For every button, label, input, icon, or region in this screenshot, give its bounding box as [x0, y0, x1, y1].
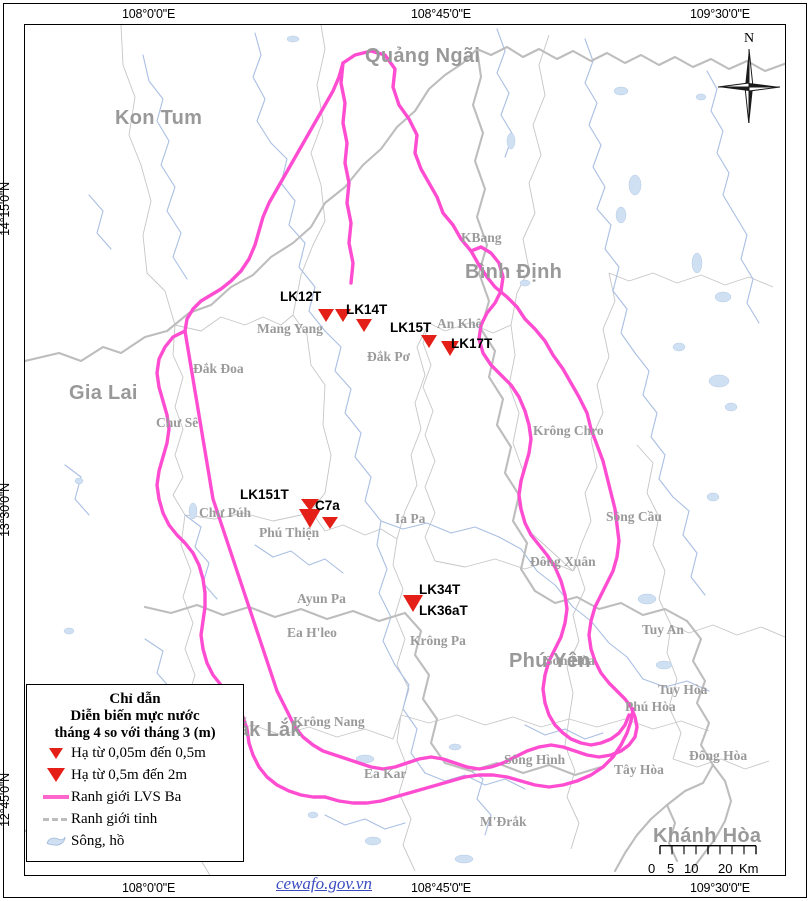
legend-label-large-decline: Hạ từ 0,5m đến 2m — [71, 766, 188, 783]
scale-bar-graphic — [659, 845, 757, 855]
station-marker-lk15t[interactable] — [421, 335, 437, 348]
graticule-bottom-1: 108°0'0"E — [122, 881, 176, 895]
compass-rose: N — [716, 31, 782, 126]
rivers — [64, 28, 760, 836]
triangle-down-small-icon — [41, 747, 71, 759]
legend-label-small-decline: Hạ từ 0,05m đến 0,5m — [71, 744, 206, 761]
scale-tick-20: 20 — [718, 861, 733, 876]
station-marker-c7a[interactable] — [322, 517, 338, 529]
scale-unit: Km — [739, 861, 759, 876]
station-marker-lk151t-b[interactable] — [299, 509, 321, 528]
province-boundaries — [25, 45, 785, 873]
scale-bar: 0 5 10 20 Km — [648, 843, 780, 876]
dashed-line-icon — [41, 817, 71, 821]
legend-item-small-decline: Hạ từ 0,05m đến 0,5m — [31, 742, 239, 764]
water-polygon-icon — [41, 835, 71, 847]
watermark-link[interactable]: cewafo.gov.vn — [276, 874, 372, 893]
pink-line-icon — [41, 795, 71, 799]
graticule-left-1: 14°15'0"N — [0, 182, 12, 236]
scale-bar-labels: 0 5 10 20 Km — [648, 861, 780, 876]
legend-item-province-boundary: Ranh giới tỉnh — [31, 808, 239, 830]
basin-boundary-south-coast — [323, 707, 635, 805]
graticule-bottom-3: 109°30'0"E — [690, 881, 750, 895]
graticule-left-3: 12°45'0"N — [0, 773, 12, 827]
triangle-down-large-icon — [41, 768, 71, 782]
scale-tick-10: 10 — [684, 861, 699, 876]
legend-label-province-boundary: Ranh giới tỉnh — [71, 810, 158, 827]
station-marker-lk151t[interactable] — [301, 499, 319, 511]
station-marker-lk14t[interactable] — [335, 309, 351, 322]
basin-boundary-lvs-ba — [183, 49, 639, 771]
station-marker-lk12t[interactable] — [318, 309, 334, 322]
legend-title-3: tháng 4 so với tháng 3 (m) — [54, 725, 216, 741]
legend-item-large-decline: Hạ từ 0,5m đến 2m — [31, 764, 239, 786]
compass-north-label: N — [743, 31, 755, 46]
station-marker-lk34t[interactable] — [403, 595, 423, 612]
legend-label-basin-boundary: Ranh giới LVS Ba — [71, 788, 182, 805]
graticule-left-2: 13°30'0"N — [0, 483, 12, 537]
scale-tick-0: 0 — [648, 861, 656, 876]
legend-box: Chỉ dẫn Diễn biến mực nước tháng 4 so vớ… — [26, 684, 244, 862]
legend-title-2: Diễn biến mực nước — [70, 708, 200, 724]
scale-tick-5: 5 — [667, 861, 675, 876]
graticule-top-3: 109°30'0"E — [690, 7, 750, 21]
graticule-top-2: 108°45'0"E — [411, 7, 471, 21]
legend-title-1: Chỉ dẫn — [109, 691, 161, 707]
basin-boundary-west-flank — [155, 329, 327, 799]
legend-item-water: Sông, hồ — [31, 830, 239, 852]
legend-label-water: Sông, hồ — [71, 832, 125, 849]
graticule-bottom-2: 108°45'0"E — [411, 881, 471, 895]
district-boundaries — [120, 25, 785, 875]
map-outer-frame — [3, 3, 807, 898]
basin-boundary-east-lobe — [469, 245, 631, 747]
legend-item-basin-boundary: Ranh giới LVS Ba — [31, 786, 239, 808]
station-marker-lk14t-b[interactable] — [356, 319, 372, 332]
graticule-top-1: 108°0'0"E — [122, 7, 176, 21]
station-marker-lk17t[interactable] — [441, 341, 459, 356]
basin-boundary-north-tongue — [339, 61, 355, 285]
compass-star-icon — [717, 48, 781, 126]
